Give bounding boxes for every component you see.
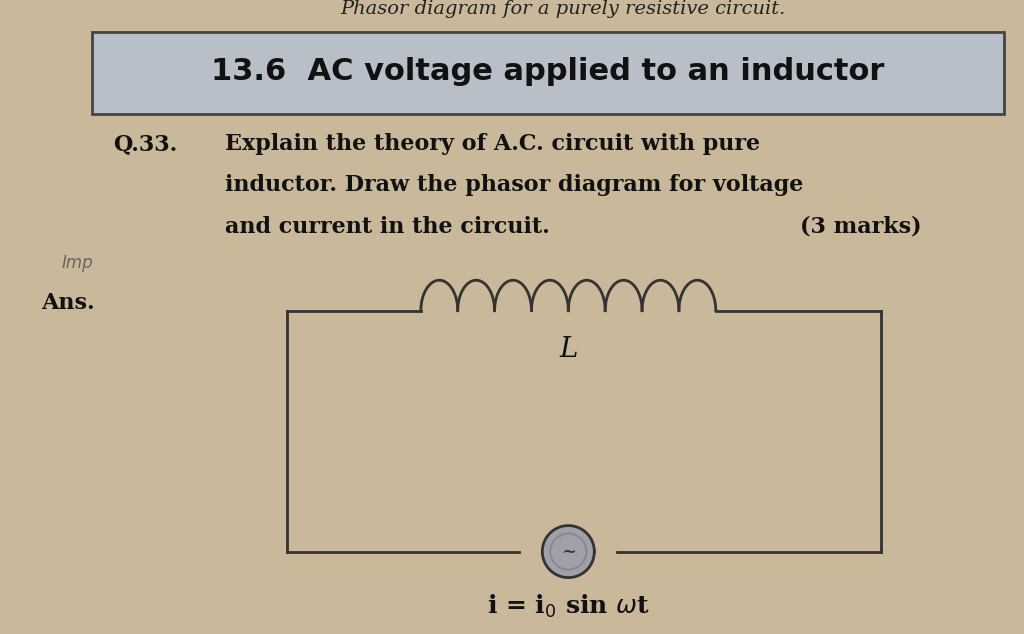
Text: ~: ~ xyxy=(561,543,575,560)
Text: (3 marks): (3 marks) xyxy=(800,216,922,238)
Text: L: L xyxy=(559,336,578,363)
Text: Imp: Imp xyxy=(61,254,93,271)
Text: Ans.: Ans. xyxy=(41,292,94,314)
Text: Explain the theory of A.C. circuit with pure: Explain the theory of A.C. circuit with … xyxy=(225,133,761,155)
Text: Phasor diagram for a purely resistive circuit.: Phasor diagram for a purely resistive ci… xyxy=(341,0,785,18)
Text: i = i$_0$ sin $\omega$t: i = i$_0$ sin $\omega$t xyxy=(486,593,650,620)
FancyBboxPatch shape xyxy=(92,32,1004,114)
Text: Q.33.: Q.33. xyxy=(113,133,177,155)
Text: 13.6  AC voltage applied to an inductor: 13.6 AC voltage applied to an inductor xyxy=(211,56,885,86)
Polygon shape xyxy=(543,526,594,578)
Text: inductor. Draw the phasor diagram for voltage: inductor. Draw the phasor diagram for vo… xyxy=(225,174,804,197)
Text: and current in the circuit.: and current in the circuit. xyxy=(225,216,550,238)
